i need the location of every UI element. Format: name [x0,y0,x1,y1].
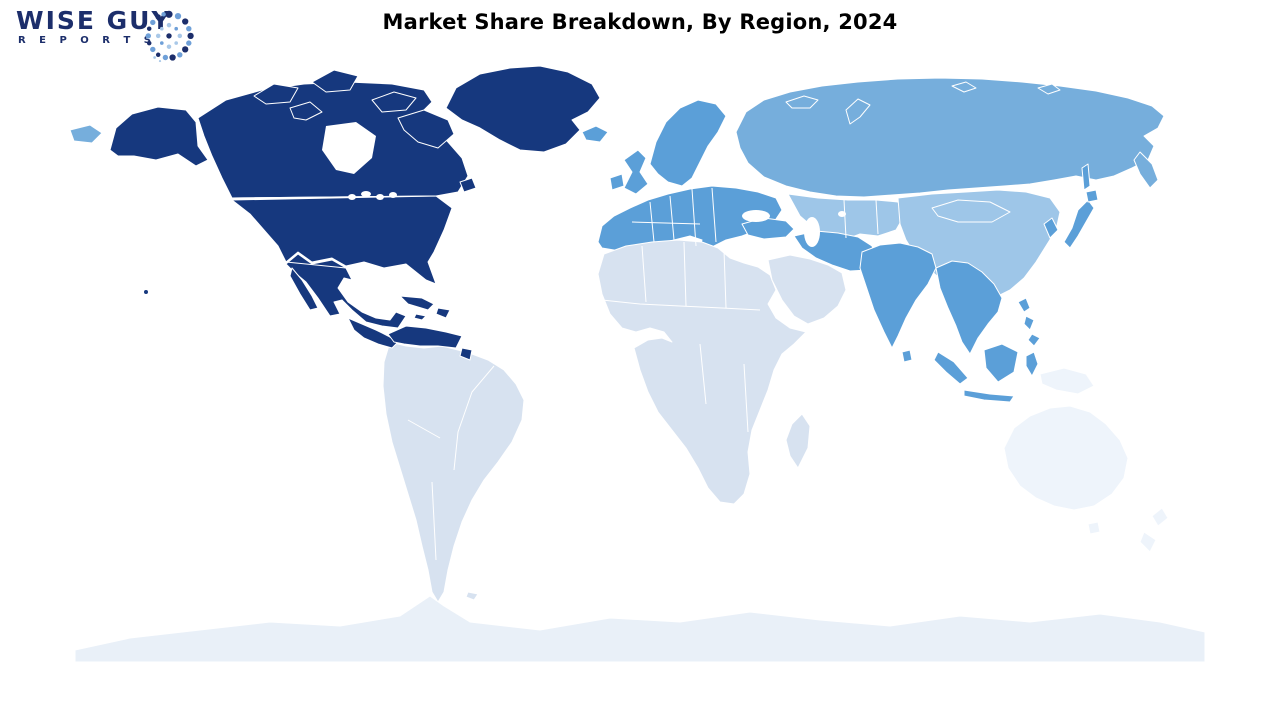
border-chile-argentina [431,481,437,561]
region-korea [1043,217,1059,239]
hudson-bay [322,122,376,174]
region-arctic-island-4 [289,101,323,121]
region-novaya-zemlya [845,98,871,125]
region-hokkaido [1085,189,1099,203]
great-lake-2 [361,191,371,197]
region-jamaica [413,313,427,321]
region-sakhalin [1081,163,1091,191]
region-southeast-asia [935,260,1003,355]
region-group-pale [382,239,847,603]
border-europe-4 [711,187,717,243]
region-chukotka-wrap [69,124,103,144]
region-greenland [445,65,601,153]
region-australia [1003,405,1129,511]
great-lake-4 [389,192,397,198]
water-bodies [322,122,846,247]
region-uk [623,149,649,195]
border-us-mexico [285,261,353,279]
border-africa-5 [743,363,749,433]
region-arctic-island-1 [253,83,299,105]
region-new-siberian-islands [1037,83,1061,95]
region-arctic-island-3 [371,91,417,113]
region-madagascar [785,413,811,469]
region-baja-california [289,267,319,311]
border-central-asia-2 [875,199,879,235]
border-us-canada [231,195,437,199]
border-central-asia-1 [843,199,847,239]
region-tasmania [1087,521,1101,535]
region-alaska [109,106,209,167]
logo-subtext: R E P O R T S [18,35,156,47]
region-colombia-venezuela [387,325,463,349]
aral-sea [838,211,846,217]
border-mongolia [931,199,1011,223]
region-french-guiana [459,347,473,361]
black-sea [742,210,770,222]
region-sulawesi [1025,351,1039,377]
region-hispaniola [435,307,451,319]
region-group-russia [69,77,1165,198]
region-philippines-1 [1017,297,1031,313]
region-central-america [347,317,399,349]
region-antarctica [74,595,1206,663]
border-africa-1 [641,245,647,303]
logo-wordmark: WISE GUY [16,6,172,35]
region-falkland-islands [465,591,479,601]
region-usa [231,195,453,285]
region-cuba [399,295,435,311]
region-philippines-2 [1023,315,1035,331]
border-africa-4 [699,343,707,405]
region-sri-lanka [901,349,913,363]
region-sumatra [933,351,969,385]
border-brazil [453,365,495,471]
region-hawaii [143,289,149,295]
region-severnaya-zemlya [951,81,977,93]
region-africa [597,239,807,505]
region-kamchatka [1133,151,1159,189]
border-africa-3 [723,249,727,309]
region-iceland [581,125,609,143]
border-peru-bolivia [407,419,441,439]
border-africa-sahel [601,299,761,311]
region-russia [735,77,1165,198]
border-europe-2 [669,195,675,241]
dotted-head-icon [145,10,194,63]
region-new-zealand-north [1151,507,1169,527]
region-arabian-peninsula [767,254,847,325]
region-newfoundland [459,177,477,193]
region-borneo [983,343,1019,383]
page-title: Market Share Breakdown, By Region, 2024 [382,10,898,34]
region-group-oceania [74,367,1206,663]
region-arctic-island-2 [311,69,359,93]
region-new-guinea [1039,367,1095,395]
region-baffin-island [397,109,455,149]
wise-guy-reports-logo: WISE GUY R E P O R T S [16,6,226,63]
border-africa-2 [683,241,687,307]
region-india [859,242,937,349]
region-philippines-3 [1027,333,1041,347]
region-south-america [382,341,525,603]
region-ireland [609,173,625,191]
border-europe-5 [631,221,701,225]
region-japan [1063,199,1095,249]
caspian-sea [804,217,820,247]
border-europe-3 [691,188,697,247]
region-group-north-america [109,65,601,361]
country-borders [231,187,879,561]
region-java [963,389,1015,403]
region-scandinavia [649,99,727,187]
region-new-zealand-south [1139,531,1157,553]
region-svalbard [785,95,819,109]
border-europe-1 [649,201,655,243]
